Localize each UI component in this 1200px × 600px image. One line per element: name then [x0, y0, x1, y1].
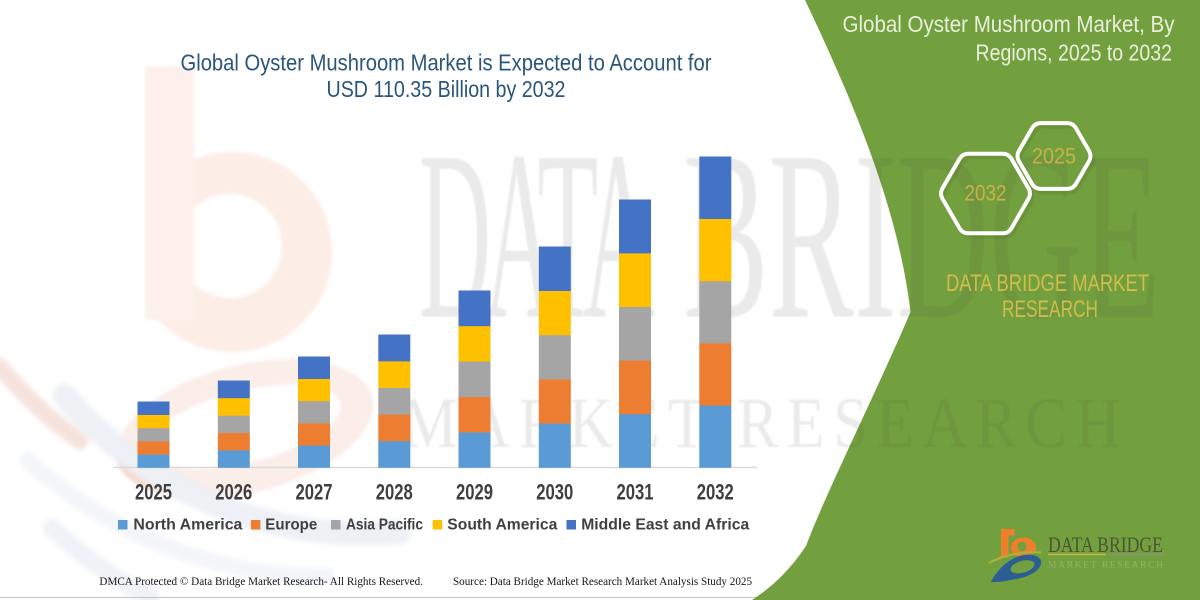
svg-text:Asia Pacific: Asia Pacific — [346, 517, 423, 534]
svg-text:2032: 2032 — [697, 480, 734, 505]
svg-text:2031: 2031 — [617, 480, 654, 505]
svg-text:2026: 2026 — [215, 480, 252, 505]
svg-text:USD 110.35 Billion by 2032: USD 110.35 Billion by 2032 — [327, 76, 566, 102]
svg-text:2025: 2025 — [1032, 144, 1076, 169]
svg-text:Middle East and Africa: Middle East and Africa — [581, 517, 749, 534]
svg-text:2025: 2025 — [135, 480, 172, 505]
svg-text:Global Oyster Mushroom Market,: Global Oyster Mushroom Market, By — [843, 11, 1175, 37]
svg-text:DMCA Protected © Data Bridge M: DMCA Protected © Data Bridge Market Rese… — [99, 574, 423, 588]
svg-text:Regions, 2025 to 2032: Regions, 2025 to 2032 — [976, 40, 1173, 66]
svg-text:Europe: Europe — [265, 517, 317, 534]
svg-text:Global Oyster Mushroom Market: Global Oyster Mushroom Market is Expecte… — [181, 50, 712, 76]
svg-text:North America: North America — [133, 517, 242, 534]
svg-text:2030: 2030 — [536, 480, 573, 505]
svg-text:South America: South America — [447, 517, 557, 534]
svg-text:2029: 2029 — [456, 480, 493, 505]
svg-text:MARKET RESEARCH: MARKET RESEARCH — [1048, 561, 1163, 571]
svg-text:Source: Data Bridge Market Res: Source: Data Bridge Market Research Mark… — [453, 574, 752, 588]
svg-text:RESEARCH: RESEARCH — [1002, 296, 1098, 323]
svg-text:MARKET RESEARCH: MARKET RESEARCH — [402, 382, 1120, 463]
svg-text:2027: 2027 — [296, 480, 333, 505]
svg-text:DATA: DATA — [419, 102, 655, 370]
svg-text:BRIDGE: BRIDGE — [683, 102, 1160, 370]
svg-text:2032: 2032 — [965, 181, 1007, 206]
svg-text:2028: 2028 — [376, 480, 413, 505]
svg-text:DATA BRIDGE MARKET: DATA BRIDGE MARKET — [946, 270, 1149, 297]
